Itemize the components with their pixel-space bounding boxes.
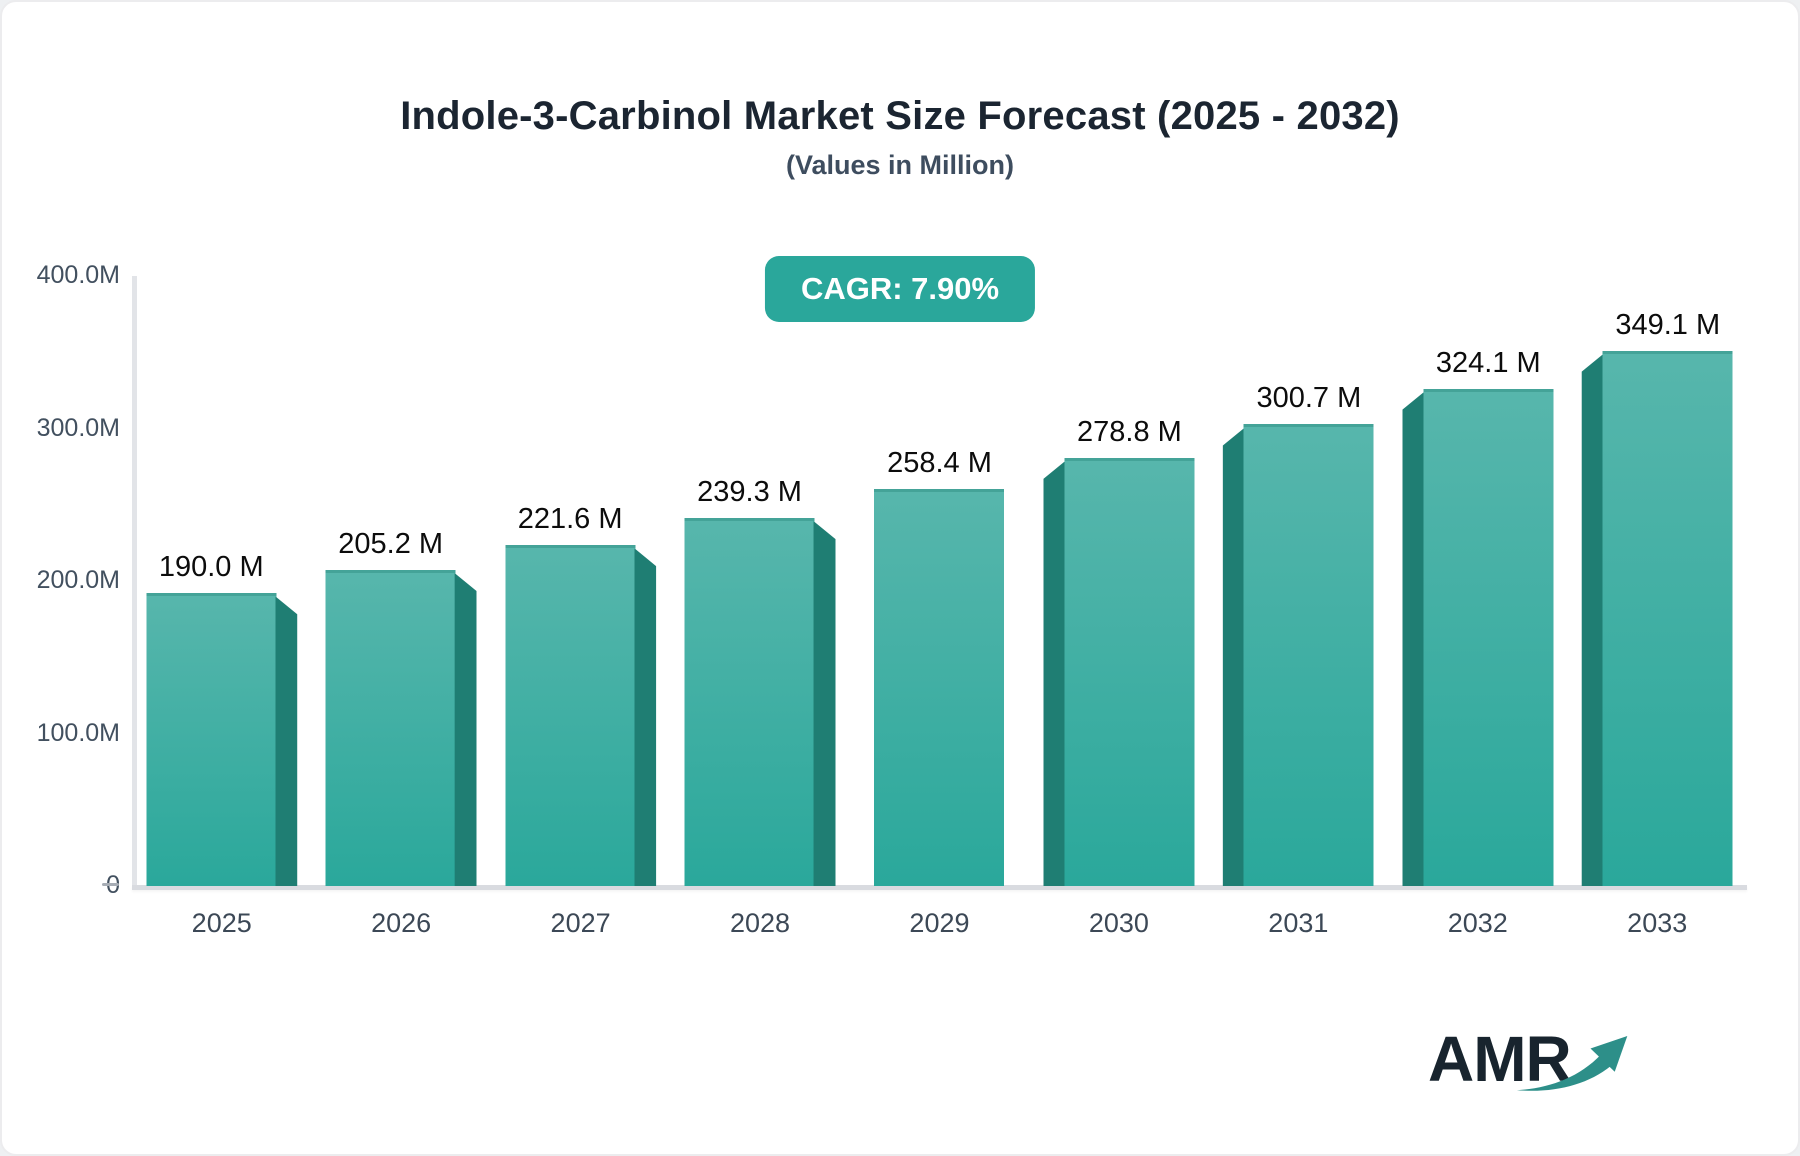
x-axis-label: 2026 <box>371 908 432 938</box>
y-tick-label: 100.0M <box>36 718 120 747</box>
y-tick-label: 400.0M <box>36 261 120 289</box>
plot-area: 190.0 M 2025 205.2 M 2026 221.6 M 2027 239.3 M… <box>132 276 1747 938</box>
bar-3d-side <box>1043 460 1066 886</box>
bar-value-label: 221.6 M <box>517 503 623 536</box>
x-axis-label: 2025 <box>191 908 252 938</box>
bar-3d-side <box>813 521 836 886</box>
cagr-badge: CAGR: 7.90% <box>764 256 1036 322</box>
bars: 190.0 M 2025 205.2 M 2026 221.6 M 2027 239.3 M… <box>132 276 1747 938</box>
y-axis-line <box>132 276 137 886</box>
bar-value-label: 349.1 M <box>1615 308 1721 341</box>
bar: 239.3 M <box>684 476 815 886</box>
bar-group: 278.8 M 2030 <box>1029 276 1208 938</box>
bar-value-label: 190.0 M <box>158 551 264 584</box>
amr-logo-text: AMR <box>1428 1023 1572 1095</box>
bar-3d-side <box>1222 427 1245 886</box>
bar-value-label: 239.3 M <box>697 476 802 509</box>
x-axis-label: 2032 <box>1447 908 1508 938</box>
bar: 258.4 M <box>874 447 1005 886</box>
bar-group: 300.7 M 2031 <box>1209 276 1388 938</box>
bar-3d-side <box>454 573 477 886</box>
x-axis-baseline <box>132 885 1747 890</box>
bar-value-label: 278.8 M <box>1077 415 1182 448</box>
bar-group: 349.1 M 2033 <box>1568 276 1747 938</box>
bar-group: 205.2 M 2026 <box>311 276 490 938</box>
growth-arrow-icon <box>1516 1035 1628 1091</box>
bar-3d-side <box>1581 353 1604 886</box>
x-axis-label: 2030 <box>1088 908 1149 938</box>
x-axis-label: 2027 <box>550 908 611 938</box>
bar: 221.6 M <box>505 503 636 886</box>
bar-group: 239.3 M 2028 <box>670 276 849 938</box>
chart-title: Indole-3-Carbinol Market Size Forecast (… <box>400 94 1400 138</box>
bar-value-label: 205.2 M <box>338 528 444 561</box>
x-axis-label: 2028 <box>729 908 791 938</box>
bar-group: 190.0 M 2025 <box>132 276 311 938</box>
bar: 190.0 M <box>146 551 277 886</box>
bar-group: 258.4 M 2029 <box>850 276 1029 938</box>
bar-group: 324.1 M 2032 <box>1388 276 1567 938</box>
chart-subtitle: (Values in Million) <box>785 150 1015 180</box>
bar: 324.1 M <box>1423 347 1554 886</box>
bar: 349.1 M <box>1602 309 1733 886</box>
bar-3d-side <box>275 596 298 886</box>
bar-group: 221.6 M 2027 <box>491 276 670 938</box>
x-axis-label: 2029 <box>909 908 970 938</box>
y-tick-label: 300.0M <box>36 413 120 442</box>
amr-logo: AMR <box>1428 1022 1658 1102</box>
bar-value-label: 258.4 M <box>887 446 992 479</box>
bar: 300.7 M <box>1243 382 1374 886</box>
bar-value-label: 324.1 M <box>1435 346 1541 379</box>
bar: 205.2 M <box>325 528 456 886</box>
bar-3d-side <box>1402 391 1425 886</box>
zero-tick-mark <box>102 883 119 886</box>
x-axis-label: 2031 <box>1268 908 1329 938</box>
y-tick-label: 200.0M <box>36 566 120 594</box>
x-axis-label: 2033 <box>1627 908 1688 938</box>
bar-value-label: 300.7 M <box>1256 382 1362 415</box>
bar-3d-side <box>634 548 657 886</box>
bar: 278.8 M <box>1064 416 1195 886</box>
